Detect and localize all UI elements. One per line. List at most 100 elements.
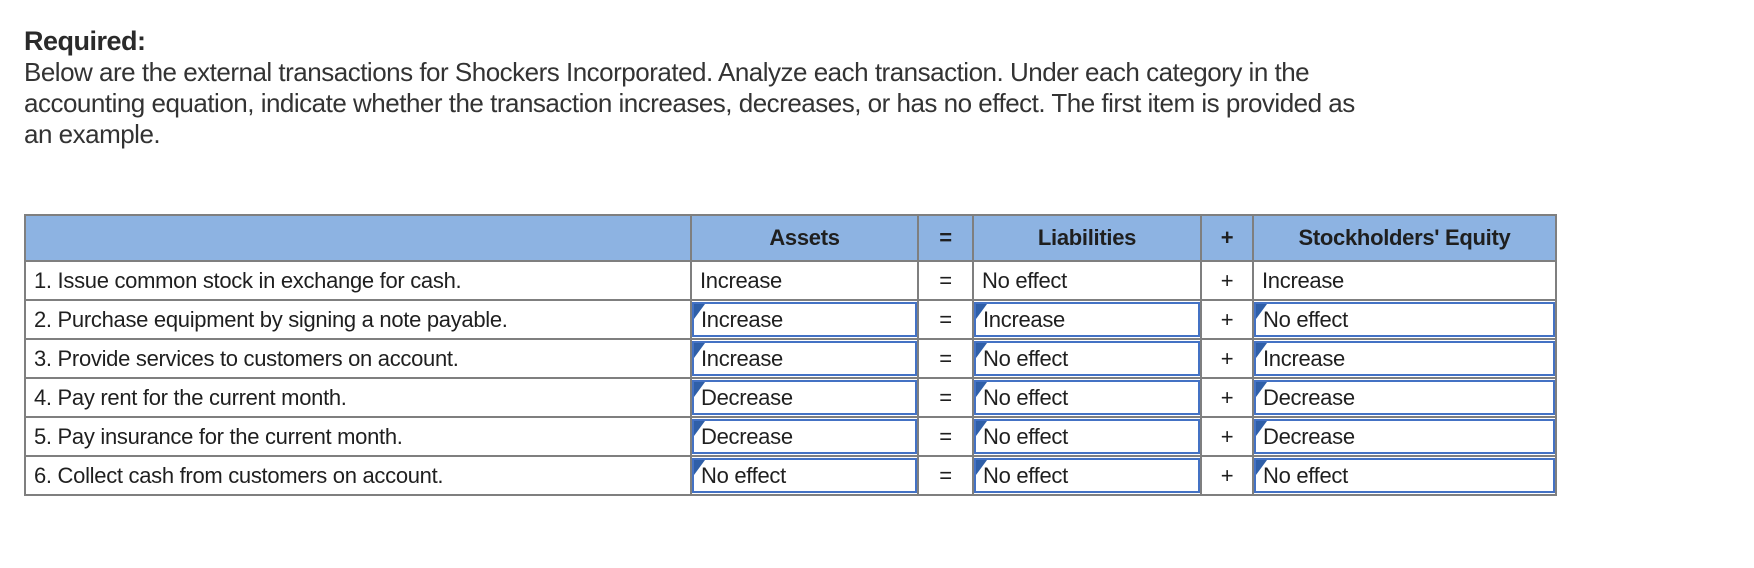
dropdown-corner-marker-icon (976, 382, 987, 397)
dropdown-corner-marker-icon (1256, 343, 1267, 358)
equals-sign: = (917, 377, 974, 418)
dropdown-corner-marker-icon (976, 304, 987, 319)
dropdown-value: No effect (1263, 462, 1348, 488)
liabilities-cell: No effect (972, 416, 1202, 457)
equity-cell: Decrease (1252, 377, 1557, 418)
dropdown-corner-marker-icon (976, 343, 987, 358)
dropdown-value: Decrease (1263, 423, 1355, 449)
equals-sign: = (917, 338, 974, 379)
equals-sign: = (917, 260, 974, 301)
equals-sign: = (917, 299, 974, 340)
instructions: Required: Below are the external transac… (24, 26, 1754, 150)
transaction-label: 4. Pay rent for the current month. (24, 377, 692, 418)
liabilities-cell: Increase (972, 299, 1202, 340)
header-assets: Assets (690, 214, 919, 262)
dropdown-corner-marker-icon (976, 460, 987, 475)
equity-cell: No effect (1252, 455, 1557, 496)
dropdown-corner-marker-icon (1256, 460, 1267, 475)
dropdown-value: No effect (983, 345, 1068, 371)
equity-dropdown[interactable]: No effect (1255, 302, 1554, 337)
transaction-label: 2. Purchase equipment by signing a note … (24, 299, 692, 340)
assets-dropdown[interactable]: No effect (693, 458, 916, 493)
plus-sign: + (1200, 299, 1254, 340)
equity-cell: No effect (1252, 299, 1557, 340)
header-liabilities: Liabilities (972, 214, 1202, 262)
liabilities-cell: No effect (972, 338, 1202, 379)
plus-sign: + (1200, 377, 1254, 418)
dropdown-value: Increase (1263, 345, 1345, 371)
liabilities-cell: No effect (972, 455, 1202, 496)
header-equals-sign: = (917, 214, 974, 262)
dropdown-corner-marker-icon (1256, 382, 1267, 397)
transaction-label: 3. Provide services to customers on acco… (24, 338, 692, 379)
assets-dropdown[interactable]: Decrease (693, 419, 916, 454)
table-row: 4. Pay rent for the current month. Decre… (24, 377, 1557, 418)
liabilities-dropdown[interactable]: No effect (975, 380, 1199, 415)
header-plus-sign: + (1200, 214, 1254, 262)
dropdown-value: No effect (1263, 306, 1348, 332)
assets-dropdown[interactable]: Increase (693, 341, 916, 376)
assets-cell: No effect (690, 455, 919, 496)
cell-text: Increase (700, 267, 782, 293)
dropdown-corner-marker-icon (1256, 304, 1267, 319)
equity-cell: Decrease (1252, 416, 1557, 457)
assets-cell: Decrease (690, 416, 919, 457)
table-row: 1. Issue common stock in exchange for ca… (24, 260, 1557, 301)
plus-sign: + (1200, 416, 1254, 457)
dropdown-corner-marker-icon (694, 304, 705, 319)
equity-dropdown[interactable]: Decrease (1255, 419, 1554, 454)
transaction-label: 5. Pay insurance for the current month. (24, 416, 692, 457)
dropdown-value: Decrease (1263, 384, 1355, 410)
page: Required: Below are the external transac… (24, 26, 1754, 496)
equity-dropdown[interactable]: Increase (1255, 341, 1554, 376)
dropdown-corner-marker-icon (694, 421, 705, 436)
dropdown-value: Increase (983, 306, 1065, 332)
assets-dropdown[interactable]: Decrease (693, 380, 916, 415)
plus-sign: + (1200, 455, 1254, 496)
dropdown-value: Increase (701, 345, 783, 371)
equals-sign: = (917, 455, 974, 496)
liabilities-dropdown[interactable]: No effect (975, 419, 1199, 454)
dropdown-value: Decrease (701, 423, 793, 449)
cell-text: No effect (982, 267, 1067, 293)
dropdown-value: No effect (701, 462, 786, 488)
equity-dropdown[interactable]: No effect (1255, 458, 1554, 493)
table-row: 5. Pay insurance for the current month. … (24, 416, 1557, 457)
instruction-line: accounting equation, indicate whether th… (24, 88, 1355, 118)
liabilities-dropdown[interactable]: No effect (975, 341, 1199, 376)
required-heading: Required: (24, 26, 146, 56)
cell-text: Increase (1262, 267, 1344, 293)
liabilities-dropdown[interactable]: No effect (975, 458, 1199, 493)
assets-example-cell: Increase (690, 260, 919, 301)
dropdown-value: No effect (983, 423, 1068, 449)
header-transaction (24, 214, 692, 262)
table-row: 2. Purchase equipment by signing a note … (24, 299, 1557, 340)
dropdown-corner-marker-icon (694, 382, 705, 397)
table-row: 3. Provide services to customers on acco… (24, 338, 1557, 379)
assets-cell: Increase (690, 338, 919, 379)
dropdown-corner-marker-icon (976, 421, 987, 436)
equity-dropdown[interactable]: Decrease (1255, 380, 1554, 415)
assets-cell: Increase (690, 299, 919, 340)
table-header-row: Assets = Liabilities + Stockholders' Equ… (24, 214, 1557, 262)
instruction-line: Below are the external transactions for … (24, 57, 1310, 87)
dropdown-corner-marker-icon (1256, 421, 1267, 436)
equals-sign: = (917, 416, 974, 457)
dropdown-value: No effect (983, 384, 1068, 410)
plus-sign: + (1200, 260, 1254, 301)
assets-dropdown[interactable]: Increase (693, 302, 916, 337)
dropdown-corner-marker-icon (694, 460, 705, 475)
transaction-label: 6. Collect cash from customers on accoun… (24, 455, 692, 496)
equity-cell: Increase (1252, 338, 1557, 379)
dropdown-value: Increase (701, 306, 783, 332)
instruction-line: an example. (24, 119, 161, 149)
accounting-equation-table: Assets = Liabilities + Stockholders' Equ… (24, 214, 1557, 496)
liabilities-dropdown[interactable]: Increase (975, 302, 1199, 337)
header-stockholders-equity: Stockholders' Equity (1252, 214, 1557, 262)
transaction-label: 1. Issue common stock in exchange for ca… (24, 260, 692, 301)
dropdown-value: No effect (983, 462, 1068, 488)
plus-sign: + (1200, 338, 1254, 379)
dropdown-value: Decrease (701, 384, 793, 410)
table-row: 6. Collect cash from customers on accoun… (24, 455, 1557, 496)
dropdown-corner-marker-icon (694, 343, 705, 358)
